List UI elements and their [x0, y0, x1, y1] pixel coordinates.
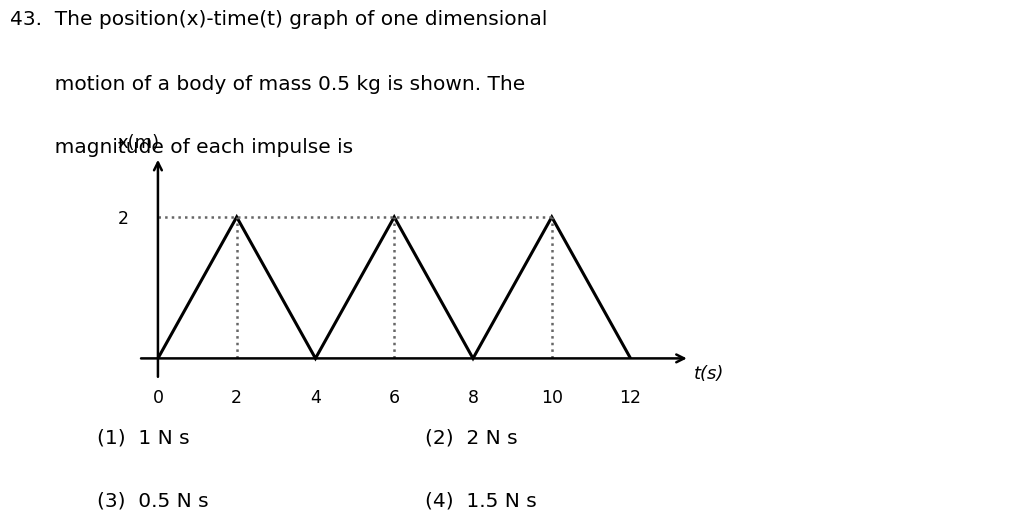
Text: t(s): t(s) [693, 365, 724, 383]
Text: (4)  1.5 N s: (4) 1.5 N s [425, 491, 537, 511]
Text: (1)  1 N s: (1) 1 N s [97, 429, 189, 448]
Text: 43.  The position(x)-time(t) graph of one dimensional: 43. The position(x)-time(t) graph of one… [10, 10, 548, 30]
Text: (2)  2 N s: (2) 2 N s [425, 429, 517, 448]
Text: (3)  0.5 N s: (3) 0.5 N s [97, 491, 209, 511]
Text: x(m): x(m) [117, 134, 160, 152]
Text: motion of a body of mass 0.5 kg is shown. The: motion of a body of mass 0.5 kg is shown… [10, 75, 525, 95]
Text: magnitude of each impulse is: magnitude of each impulse is [10, 138, 353, 157]
